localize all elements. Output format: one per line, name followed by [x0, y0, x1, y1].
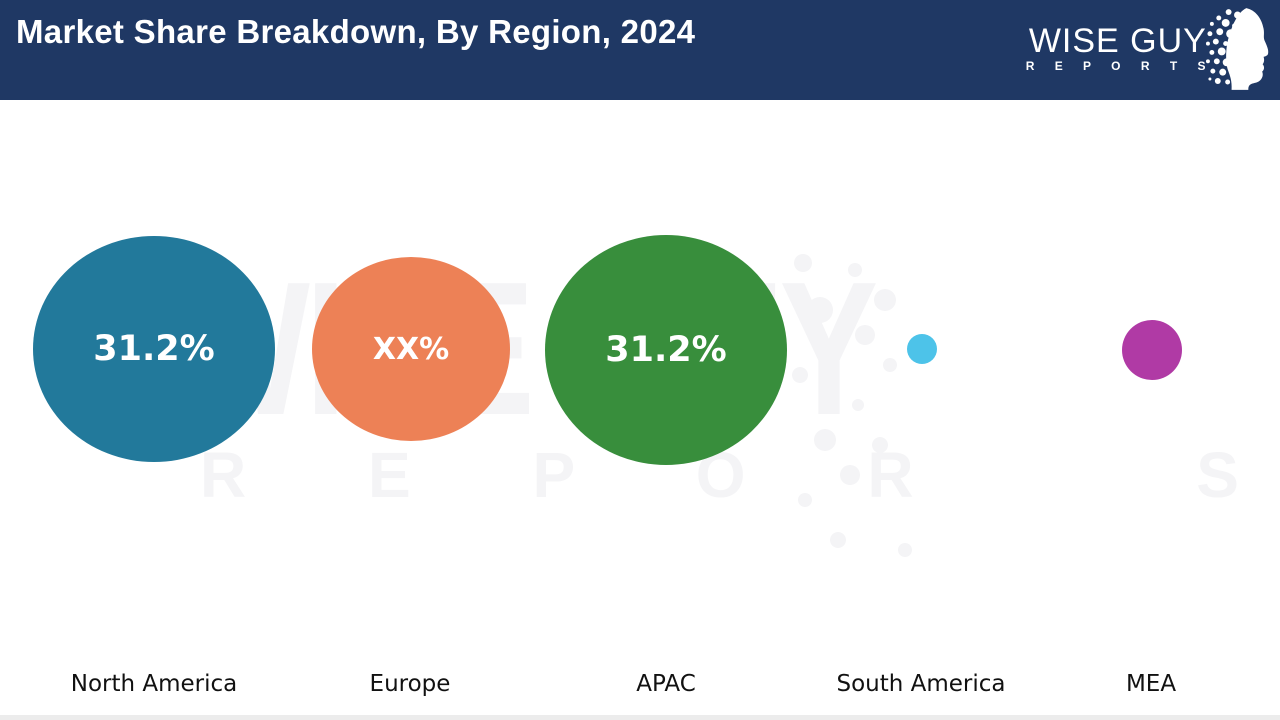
brand-logo-text: WISE GUY R E P O R T S	[1022, 23, 1214, 73]
region-label-mea: MEA	[1125, 671, 1177, 697]
brand-logo: WISE GUY R E P O R T S	[1022, 0, 1280, 90]
bubble-value-label: 31.2%	[605, 330, 727, 370]
bubble-south-america	[907, 334, 937, 364]
region-label-apac: APAC	[636, 671, 696, 697]
bubble-value-label: XX%	[372, 331, 450, 367]
bubble-value-label: 31.2%	[93, 329, 215, 369]
page-title: Market Share Breakdown, By Region, 2024	[16, 13, 696, 50]
region-label-north-america: North America	[70, 671, 238, 697]
watermark-face-icon	[913, 225, 1185, 570]
watermark-dots	[794, 254, 812, 272]
bubble-north-america: 31.2%	[33, 236, 275, 462]
brand-face-icon	[1204, 6, 1270, 90]
bubble-mea	[1122, 320, 1182, 380]
footer-strip	[0, 715, 1280, 720]
bubble-europe: XX%	[312, 257, 510, 441]
bubble-apac: 31.2%	[545, 235, 787, 465]
watermark-tagline-text: R E P O R T S	[200, 439, 1280, 511]
region-label-south-america: South America	[836, 671, 1006, 697]
brand-name: WISE GUY	[1028, 22, 1207, 60]
header-bar: Market Share Breakdown, By Region, 2024 …	[0, 0, 1280, 100]
region-label-europe: Europe	[369, 671, 451, 697]
brand-tagline: R E P O R T S	[1025, 59, 1214, 73]
